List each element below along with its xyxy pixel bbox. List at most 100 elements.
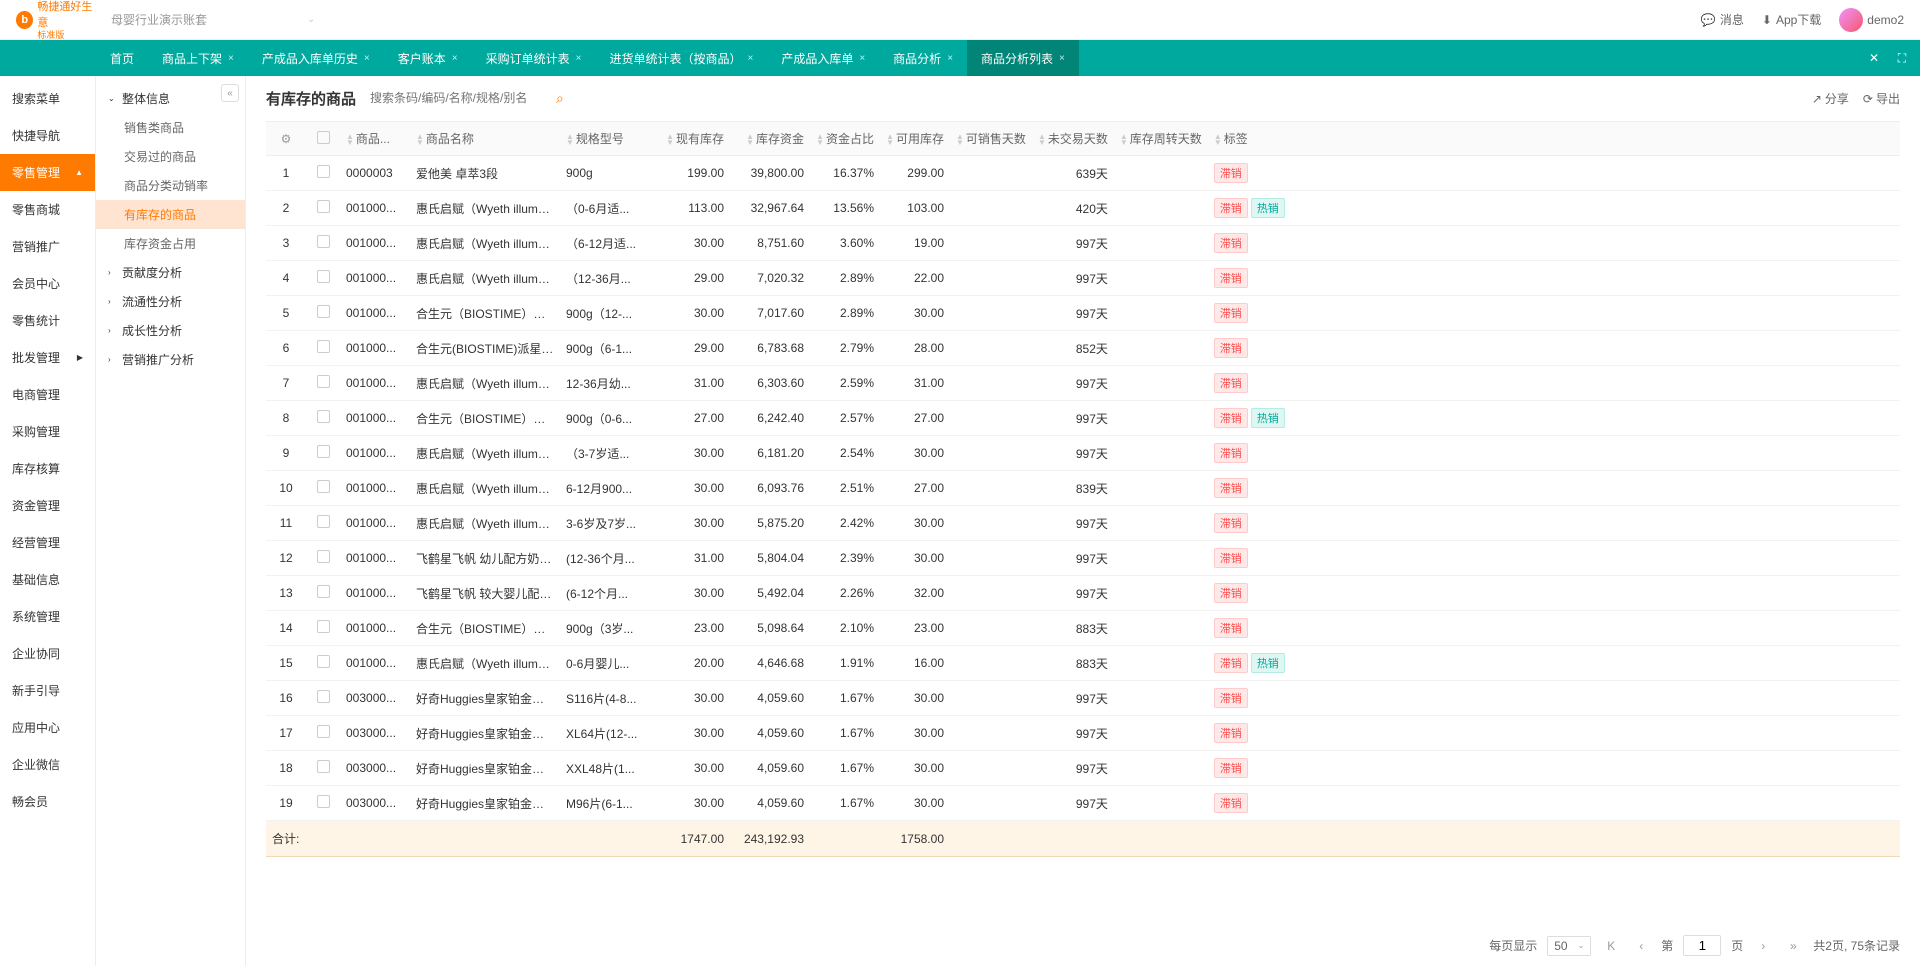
sidebar-item-畅会员[interactable]: 畅会员: [0, 783, 95, 820]
app-download-button[interactable]: ⬇ App下载: [1762, 11, 1821, 28]
table-row[interactable]: 16003000...好奇Huggies皇家铂金装纸S116片(4-8...30…: [266, 681, 1900, 716]
row-checkbox[interactable]: [317, 795, 330, 808]
collapse-tree-button[interactable]: «: [221, 84, 239, 102]
sidebar-item-企业协同[interactable]: 企业协同: [0, 635, 95, 672]
table-row[interactable]: 19003000...好奇Huggies皇家铂金装纸M96片(6-1...30.…: [266, 786, 1900, 821]
tab-进货单统计表（按商品）[interactable]: 进货单统计表（按商品）×: [595, 40, 767, 76]
logo[interactable]: b 畅捷通好生意 标准版: [16, 0, 101, 41]
first-page-button[interactable]: K: [1601, 936, 1621, 956]
column-header[interactable]: ▲▼商品...: [340, 122, 410, 156]
row-checkbox[interactable]: [317, 550, 330, 563]
column-header[interactable]: ▲▼可用库存: [880, 122, 950, 156]
message-button[interactable]: 💬 消息: [1701, 11, 1744, 28]
table-row[interactable]: 10000003爱他美 卓萃3段900g199.0039,800.0016.37…: [266, 156, 1900, 191]
tab-商品分析列表[interactable]: 商品分析列表×: [967, 40, 1079, 76]
table-row[interactable]: 14001000...合生元（BIOSTIME）派星 :900g（3岁...23…: [266, 611, 1900, 646]
row-checkbox[interactable]: [317, 270, 330, 283]
select-all-checkbox[interactable]: [317, 131, 330, 144]
tree-node-贡献度分析[interactable]: ›贡献度分析: [96, 258, 245, 287]
column-header[interactable]: ⚙: [266, 122, 306, 156]
column-header[interactable]: ▲▼规格型号: [560, 122, 660, 156]
tab-首页[interactable]: 首页: [96, 40, 148, 76]
close-icon[interactable]: ×: [1059, 53, 1065, 64]
row-checkbox[interactable]: [317, 480, 330, 493]
prev-page-button[interactable]: ‹: [1631, 936, 1651, 956]
gear-icon[interactable]: ⚙: [281, 132, 292, 146]
tree-node-交易过的商品[interactable]: 交易过的商品: [96, 142, 245, 171]
close-icon[interactable]: ×: [859, 53, 865, 64]
row-checkbox[interactable]: [317, 200, 330, 213]
tab-产成品入库单[interactable]: 产成品入库单×: [767, 40, 879, 76]
row-checkbox[interactable]: [317, 655, 330, 668]
table-row[interactable]: 15001000...惠氏启赋（Wyeth illuma）0-6月婴儿...20…: [266, 646, 1900, 681]
tree-node-销售类商品[interactable]: 销售类商品: [96, 113, 245, 142]
tab-采购订单统计表[interactable]: 采购订单统计表×: [472, 40, 596, 76]
table-row[interactable]: 4001000...惠氏启赋（Wyeth illuma）（12-36月...29…: [266, 261, 1900, 296]
sidebar-item-经营管理[interactable]: 经营管理: [0, 524, 95, 561]
table-row[interactable]: 6001000...合生元(BIOSTIME)派星较大900g（6-1...29…: [266, 331, 1900, 366]
sidebar-item-企业微信[interactable]: 企业微信: [0, 746, 95, 783]
per-page-select[interactable]: 50 ⌄: [1547, 936, 1591, 956]
row-checkbox[interactable]: [317, 305, 330, 318]
sidebar-item-采购管理[interactable]: 采购管理: [0, 413, 95, 450]
column-header[interactable]: ▲▼商品名称: [410, 122, 560, 156]
row-checkbox[interactable]: [317, 620, 330, 633]
row-checkbox[interactable]: [317, 690, 330, 703]
sidebar-item-零售商城[interactable]: 零售商城: [0, 191, 95, 228]
tab-商品上下架[interactable]: 商品上下架×: [148, 40, 248, 76]
sidebar-item-新手引导[interactable]: 新手引导: [0, 672, 95, 709]
row-checkbox[interactable]: [317, 165, 330, 178]
sidebar-item-快捷导航[interactable]: 快捷导航: [0, 117, 95, 154]
sidebar-item-会员中心[interactable]: 会员中心: [0, 265, 95, 302]
table-row[interactable]: 8001000...合生元（BIOSTIME）派星1900g（0-6...27.…: [266, 401, 1900, 436]
table-row[interactable]: 12001000...飞鹤星飞帆 幼儿配方奶粉 3(12-36个月...31.0…: [266, 541, 1900, 576]
tab-客户账本[interactable]: 客户账本×: [384, 40, 472, 76]
sidebar-item-电商管理[interactable]: 电商管理: [0, 376, 95, 413]
close-icon[interactable]: ×: [947, 53, 953, 64]
column-header[interactable]: ▲▼库存资金: [730, 122, 810, 156]
row-checkbox[interactable]: [317, 760, 330, 773]
fullscreen-icon[interactable]: ⛶: [1892, 48, 1912, 68]
table-row[interactable]: 7001000...惠氏启赋（Wyeth illuma）12-36月幼...31…: [266, 366, 1900, 401]
column-header[interactable]: ▲▼可销售天数: [950, 122, 1032, 156]
row-checkbox[interactable]: [317, 585, 330, 598]
tree-node-商品分类动销率[interactable]: 商品分类动销率: [96, 171, 245, 200]
column-header[interactable]: ▲▼库存周转天数: [1114, 122, 1208, 156]
row-checkbox[interactable]: [317, 375, 330, 388]
row-checkbox[interactable]: [317, 725, 330, 738]
table-row[interactable]: 2001000...惠氏启赋（Wyeth illuma）（0-6月适...113…: [266, 191, 1900, 226]
sidebar-item-搜索菜单[interactable]: 搜索菜单: [0, 80, 95, 117]
column-header[interactable]: ▲▼标签: [1208, 122, 1900, 156]
share-button[interactable]: ↗ 分享: [1812, 90, 1849, 107]
close-icon[interactable]: ×: [747, 53, 753, 64]
page-input[interactable]: [1683, 935, 1721, 956]
table-row[interactable]: 13001000...飞鹤星飞帆 较大婴儿配方奶(6-12个月...30.005…: [266, 576, 1900, 611]
column-header[interactable]: [306, 122, 340, 156]
row-checkbox[interactable]: [317, 340, 330, 353]
close-icon[interactable]: ×: [228, 53, 234, 64]
next-page-button[interactable]: ›: [1753, 936, 1773, 956]
row-checkbox[interactable]: [317, 515, 330, 528]
account-selector[interactable]: 母婴行业演示账套 ⌄: [111, 11, 315, 28]
column-header[interactable]: ▲▼未交易天数: [1032, 122, 1114, 156]
tree-node-成长性分析[interactable]: ›成长性分析: [96, 316, 245, 345]
close-icon[interactable]: ×: [576, 53, 582, 64]
row-checkbox[interactable]: [317, 235, 330, 248]
sidebar-item-零售统计[interactable]: 零售统计: [0, 302, 95, 339]
table-row[interactable]: 10001000...惠氏启赋（Wyeth illuma）6-12月900...…: [266, 471, 1900, 506]
table-row[interactable]: 9001000...惠氏启赋（Wyeth illuma）（3-7岁适...30.…: [266, 436, 1900, 471]
sidebar-item-系统管理[interactable]: 系统管理: [0, 598, 95, 635]
sidebar-item-应用中心[interactable]: 应用中心: [0, 709, 95, 746]
sidebar-item-资金管理[interactable]: 资金管理: [0, 487, 95, 524]
search-input[interactable]: [370, 91, 550, 105]
close-icon[interactable]: ×: [364, 53, 370, 64]
user-menu[interactable]: demo2: [1839, 8, 1904, 32]
table-row[interactable]: 18003000...好奇Huggies皇家铂金装拉拉XXL48片(1...30…: [266, 751, 1900, 786]
close-icon[interactable]: ×: [452, 53, 458, 64]
sidebar-item-零售管理[interactable]: 零售管理▲: [0, 154, 95, 191]
sidebar-item-库存核算[interactable]: 库存核算: [0, 450, 95, 487]
column-header[interactable]: ▲▼资金占比: [810, 122, 880, 156]
last-page-button[interactable]: »: [1783, 936, 1803, 956]
sidebar-item-基础信息[interactable]: 基础信息: [0, 561, 95, 598]
tree-node-有库存的商品[interactable]: 有库存的商品: [96, 200, 245, 229]
